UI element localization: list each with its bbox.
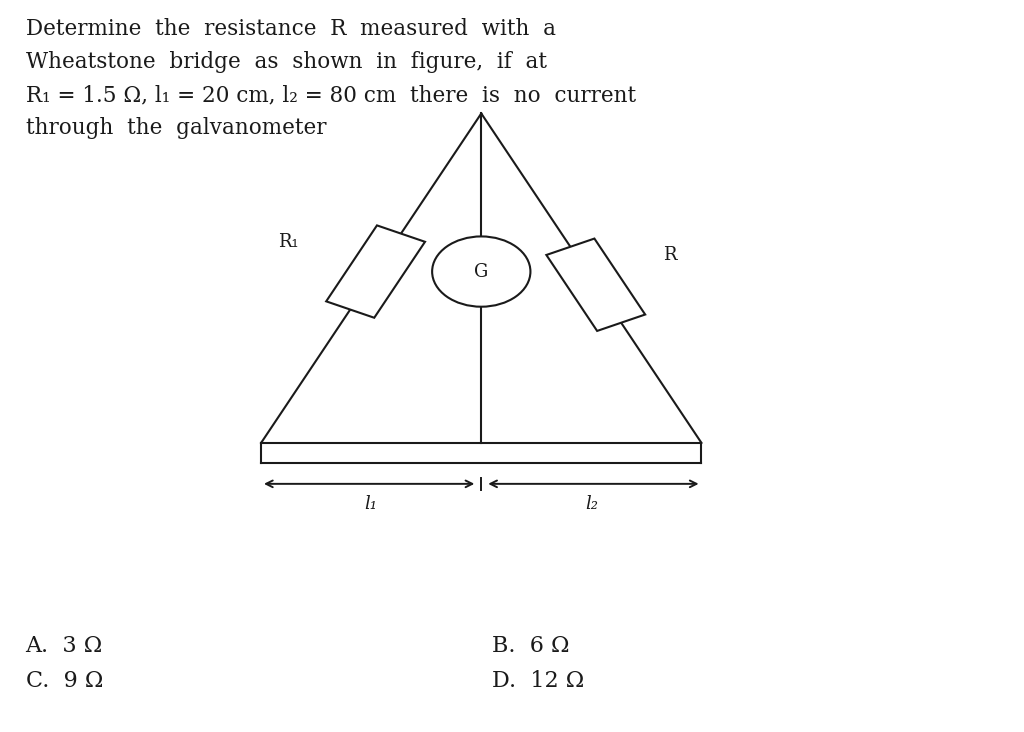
Text: C.  9 Ω: C. 9 Ω bbox=[26, 670, 103, 692]
Bar bbox=[547, 239, 645, 331]
Text: R: R bbox=[663, 247, 676, 264]
Text: B.  6 Ω: B. 6 Ω bbox=[492, 635, 569, 657]
Bar bbox=[327, 225, 425, 318]
Text: l₁: l₁ bbox=[365, 495, 378, 513]
Text: through  the  galvanometer: through the galvanometer bbox=[26, 117, 326, 139]
Text: R₁: R₁ bbox=[279, 234, 299, 251]
Text: D.  12 Ω: D. 12 Ω bbox=[492, 670, 584, 692]
Text: R₁ = 1.5 Ω, l₁ = 20 cm, l₂ = 80 cm  there  is  no  current: R₁ = 1.5 Ω, l₁ = 20 cm, l₂ = 80 cm there… bbox=[26, 84, 636, 106]
Text: l₂: l₂ bbox=[585, 495, 598, 513]
Text: G: G bbox=[474, 263, 488, 280]
Circle shape bbox=[432, 236, 530, 307]
Text: Determine  the  resistance  R  measured  with  a: Determine the resistance R measured with… bbox=[26, 18, 556, 40]
Text: A.  3 Ω: A. 3 Ω bbox=[26, 635, 102, 657]
Text: Wheatstone  bridge  as  shown  in  figure,  if  at: Wheatstone bridge as shown in figure, if… bbox=[26, 51, 547, 73]
